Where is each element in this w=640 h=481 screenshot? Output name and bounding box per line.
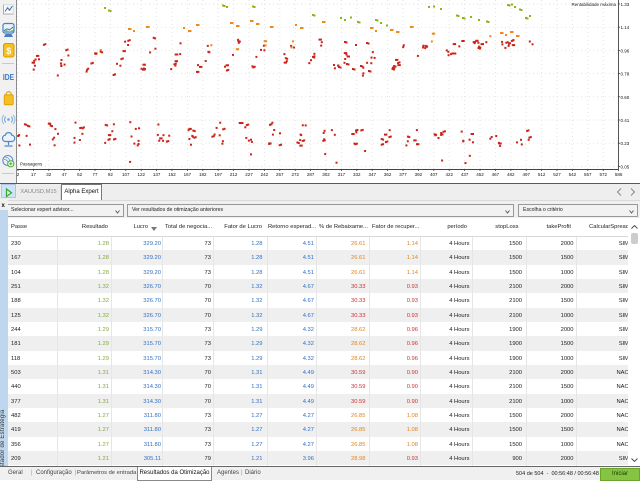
svg-text:242: 242 <box>261 172 269 177</box>
svg-text:197: 197 <box>214 172 222 177</box>
svg-text:152: 152 <box>168 172 176 177</box>
svg-text:0.41: 0.41 <box>621 118 630 123</box>
svg-text:347: 347 <box>368 172 376 177</box>
svg-text:302: 302 <box>322 172 330 177</box>
svg-text:452: 452 <box>476 172 484 177</box>
svg-text:$: $ <box>6 46 11 56</box>
svg-text:0.60: 0.60 <box>621 95 630 100</box>
svg-text:1.14: 1.14 <box>621 25 630 30</box>
svg-text:167: 167 <box>184 172 192 177</box>
svg-text:482: 482 <box>507 172 515 177</box>
svg-text:212: 212 <box>230 172 238 177</box>
svg-text:542: 542 <box>569 172 577 177</box>
svg-text:227: 227 <box>245 172 253 177</box>
svg-text:0.05: 0.05 <box>621 164 630 169</box>
svg-text:107: 107 <box>122 172 130 177</box>
svg-text:2: 2 <box>17 172 20 177</box>
svg-text:Rentabilidade máxima: Rentabilidade máxima <box>571 2 616 7</box>
svg-text:17: 17 <box>31 172 37 177</box>
svg-text:362: 362 <box>384 172 392 177</box>
svg-text:122: 122 <box>137 172 145 177</box>
svg-text:437: 437 <box>461 172 469 177</box>
svg-text:332: 332 <box>353 172 361 177</box>
svg-text:467: 467 <box>492 172 500 177</box>
svg-text:377: 377 <box>399 172 407 177</box>
svg-text:392: 392 <box>415 172 423 177</box>
svg-text:77: 77 <box>92 172 98 177</box>
svg-text:32: 32 <box>46 172 52 177</box>
svg-text:586: 586 <box>615 172 623 177</box>
svg-text:422: 422 <box>445 172 453 177</box>
svg-text:497: 497 <box>522 172 530 177</box>
svg-text:62: 62 <box>77 172 83 177</box>
svg-text:557: 557 <box>584 172 592 177</box>
svg-text:272: 272 <box>291 172 299 177</box>
svg-text:407: 407 <box>430 172 438 177</box>
svg-text:257: 257 <box>276 172 284 177</box>
svg-text:Passagens: Passagens <box>20 162 43 167</box>
svg-text:182: 182 <box>199 172 207 177</box>
svg-text:47: 47 <box>62 172 68 177</box>
svg-text:0.96: 0.96 <box>621 48 630 53</box>
svg-text:0.78: 0.78 <box>621 72 630 77</box>
svg-text:527: 527 <box>553 172 561 177</box>
svg-text:287: 287 <box>307 172 315 177</box>
svg-text:137: 137 <box>153 172 161 177</box>
svg-text:1.33: 1.33 <box>621 2 630 7</box>
svg-text:92: 92 <box>108 172 114 177</box>
svg-text:0.23: 0.23 <box>621 141 630 146</box>
svg-text:512: 512 <box>538 172 546 177</box>
svg-text:IDE: IDE <box>3 72 14 82</box>
svg-text:572: 572 <box>599 172 607 177</box>
svg-text:317: 317 <box>338 172 346 177</box>
